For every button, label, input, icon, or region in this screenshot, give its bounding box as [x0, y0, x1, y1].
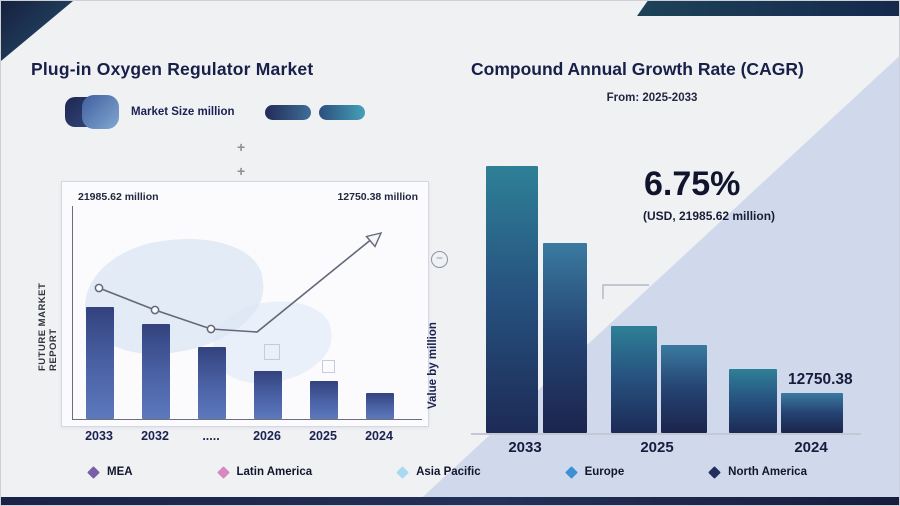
cagr-value: 6.75% [644, 165, 741, 203]
market-size-bars [78, 207, 402, 419]
bottom-strip-decoration [1, 497, 899, 505]
legend-label: MEA [107, 466, 133, 478]
market-size-bar [142, 324, 170, 419]
legend-item-north-america: North America [708, 465, 807, 479]
bar-group [729, 369, 843, 433]
square-decoration [264, 344, 280, 360]
cylinder-icon-light-part [82, 95, 119, 129]
value-annotation: 12750.38 [788, 371, 853, 388]
bar-column [190, 347, 234, 419]
legend-label: Asia Pacific [416, 466, 481, 478]
market-size-bar [86, 307, 114, 419]
x-axis-label: ..... [202, 429, 220, 443]
cagr-bar [611, 326, 657, 433]
market-size-bar [198, 347, 226, 419]
x-axis-label: 2025 [640, 439, 674, 456]
bar-group [486, 166, 587, 433]
x-axis-label: 2033 [85, 429, 113, 443]
bar-column [246, 371, 290, 419]
right-chart-subtitle: From: 2025-2033 [606, 92, 698, 104]
top-right-strip-decoration [637, 1, 899, 16]
market-size-chart-panel: 21985.62 million 12750.38 million [61, 181, 429, 427]
x-axis-label: 2024 [365, 429, 393, 443]
pill-icon [318, 104, 365, 120]
corner-triangle-decoration [1, 1, 73, 61]
legend-label: Latin America [236, 466, 313, 478]
plus-icon: + [237, 139, 246, 155]
x-axis-label: 2026 [253, 429, 281, 443]
market-size-legend-label: Market Size million [131, 106, 235, 118]
market-size-bar [254, 371, 282, 419]
legend-diamond-icon [216, 465, 230, 479]
legend-item-asia-pacific: Asia Pacific [396, 465, 481, 479]
legend-diamond-icon [396, 465, 409, 479]
start-value-label: 21985.62 million [78, 191, 159, 203]
right-x-axis-labels: 2033 2025 2024 [1, 439, 899, 461]
legend-diamond-icon [87, 465, 100, 479]
cagr-bar [661, 345, 707, 433]
cagr-bars [469, 163, 861, 433]
plus-icon: + [237, 163, 246, 179]
legend-diamond-icon [564, 465, 578, 479]
cagr-bar [486, 166, 538, 433]
legend-diamond-icon [708, 465, 722, 479]
bar-column [134, 324, 178, 419]
cylinder-icon [65, 95, 119, 129]
square-decoration [322, 360, 335, 373]
right-y-axis-label: Value by million [427, 322, 439, 409]
x-axis-label: 2033 [508, 439, 542, 456]
cagr-bar [729, 369, 777, 433]
left-chart-title: Plug-in Oxygen Regulator Market [31, 59, 314, 79]
market-size-bar [366, 393, 394, 419]
market-size-legend: Market Size million [65, 95, 365, 129]
cagr-bar [543, 243, 587, 433]
left-x-axis-labels: 2033 2032..... 2026 2025 2024 [77, 429, 401, 443]
market-size-bar [310, 381, 338, 419]
pill-decorations [264, 104, 365, 120]
legend-item-mea: MEA [87, 465, 133, 479]
legend-item-europe: Europe [564, 465, 625, 479]
minus-circle-icon: − [431, 251, 448, 268]
cagr-basis-note: (USD, 21985.62 million) [643, 209, 776, 223]
right-chart-baseline [471, 433, 861, 435]
bar-column [302, 381, 346, 419]
chart-axes [72, 206, 422, 420]
bar-group [611, 326, 707, 433]
cagr-bar [781, 393, 843, 433]
x-axis-label: 2025 [309, 429, 337, 443]
legend-label: North America [728, 466, 807, 478]
bar-column [78, 307, 122, 419]
bar-column [358, 393, 402, 419]
left-watermark-label: FUTURE MARKET REPORT [37, 282, 59, 371]
end-value-label: 12750.38 million [337, 191, 418, 203]
region-legend: MEA Latin America Asia Pacific Europe North … [87, 465, 807, 479]
pill-icon [264, 104, 311, 120]
legend-label: Europe [584, 466, 625, 478]
panel-top-labels: 21985.62 million 12750.38 million [78, 191, 418, 203]
right-chart-title: Compound Annual Growth Rate (CAGR) [471, 59, 804, 79]
x-axis-label: 2032 [141, 429, 169, 443]
x-axis-label: 2024 [794, 439, 828, 456]
legend-item-latin-america: Latin America [216, 465, 313, 479]
